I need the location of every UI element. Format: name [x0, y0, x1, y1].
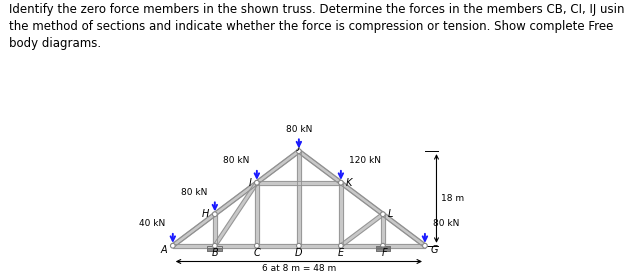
Polygon shape: [339, 183, 343, 246]
Polygon shape: [298, 150, 342, 184]
Text: A: A: [161, 245, 168, 255]
Circle shape: [339, 243, 343, 248]
Text: G: G: [430, 245, 437, 255]
Polygon shape: [257, 244, 299, 248]
Text: 18 m: 18 m: [441, 194, 464, 203]
Text: 6 at 8 m = 48 m: 6 at 8 m = 48 m: [261, 264, 336, 272]
Text: C: C: [253, 248, 260, 258]
Circle shape: [255, 180, 259, 185]
Circle shape: [212, 212, 217, 217]
Circle shape: [422, 243, 427, 248]
Polygon shape: [340, 213, 384, 247]
FancyBboxPatch shape: [207, 248, 222, 251]
Circle shape: [212, 243, 217, 248]
Polygon shape: [297, 151, 301, 246]
Circle shape: [381, 212, 385, 217]
Polygon shape: [381, 214, 385, 246]
Circle shape: [339, 180, 343, 185]
Text: Identify the zero force members in the shown truss. Determine the forces in the : Identify the zero force members in the s…: [9, 3, 624, 50]
Text: K: K: [346, 178, 353, 188]
Polygon shape: [173, 244, 215, 248]
FancyBboxPatch shape: [376, 246, 390, 248]
Text: D: D: [295, 248, 303, 258]
Circle shape: [381, 243, 385, 248]
FancyBboxPatch shape: [207, 246, 222, 248]
Text: E: E: [338, 248, 344, 258]
Circle shape: [296, 243, 301, 248]
Polygon shape: [383, 244, 425, 248]
Text: I: I: [249, 178, 251, 188]
Polygon shape: [255, 183, 259, 246]
Polygon shape: [299, 244, 341, 248]
Text: 80 kN: 80 kN: [180, 188, 207, 197]
Circle shape: [255, 243, 259, 248]
Polygon shape: [213, 182, 258, 247]
Text: 80 kN: 80 kN: [433, 220, 459, 228]
Polygon shape: [341, 244, 383, 248]
Text: 80 kN: 80 kN: [286, 125, 312, 134]
Text: 40 kN: 40 kN: [139, 220, 165, 228]
Polygon shape: [213, 214, 217, 246]
Circle shape: [170, 243, 175, 248]
Polygon shape: [172, 213, 216, 247]
Text: J: J: [298, 141, 300, 151]
FancyBboxPatch shape: [376, 248, 390, 251]
Polygon shape: [215, 244, 257, 248]
Circle shape: [296, 149, 301, 154]
Text: L: L: [388, 209, 394, 219]
Polygon shape: [257, 181, 341, 184]
Text: 120 kN: 120 kN: [349, 156, 381, 165]
Polygon shape: [172, 150, 300, 247]
Polygon shape: [256, 150, 300, 184]
Text: 80 kN: 80 kN: [223, 156, 249, 165]
Text: B: B: [212, 248, 218, 258]
Text: F: F: [382, 248, 388, 258]
Polygon shape: [340, 181, 384, 216]
Polygon shape: [382, 213, 426, 247]
Polygon shape: [214, 181, 258, 216]
Polygon shape: [298, 150, 426, 247]
Text: H: H: [202, 209, 210, 219]
